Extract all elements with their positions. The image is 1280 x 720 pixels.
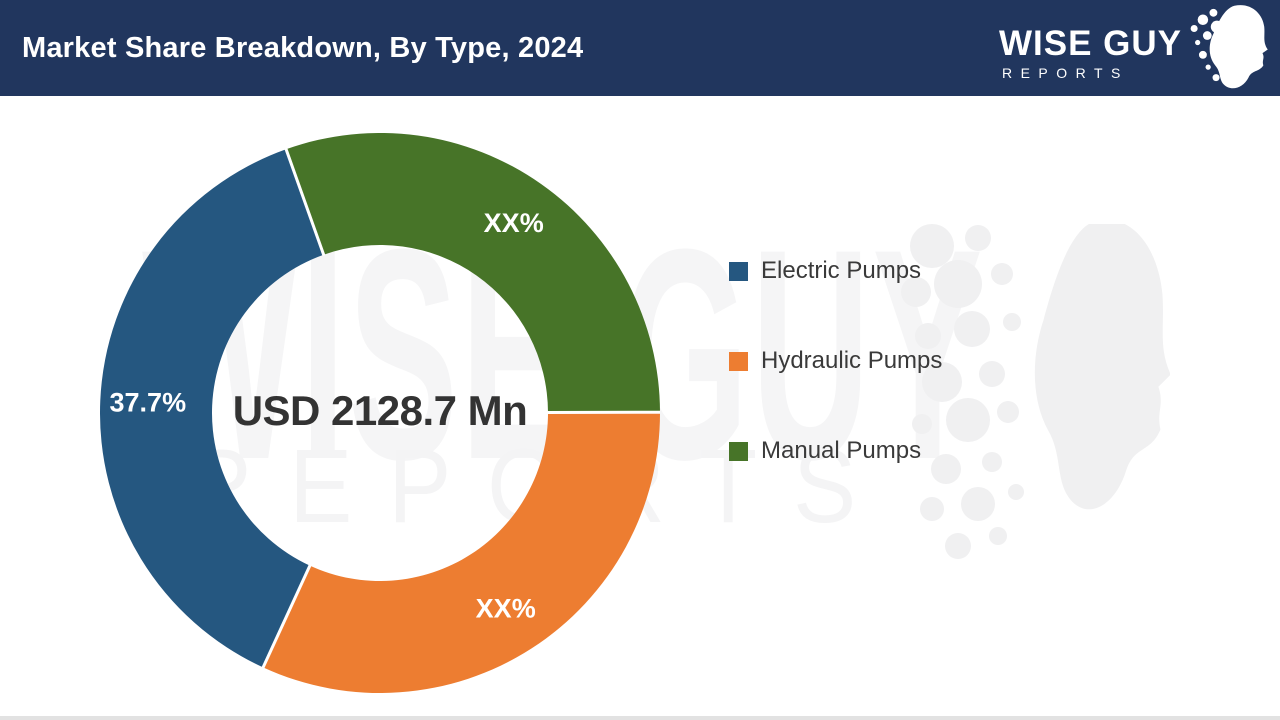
legend-item-manual-pumps[interactable]: Manual Pumps xyxy=(729,437,942,465)
legend-swatch-electric xyxy=(729,261,748,281)
legend-swatch-hydraulic xyxy=(729,351,748,371)
footer-strip xyxy=(0,716,1280,720)
header-bar: Market Share Breakdown, By Type, 2024 WI… xyxy=(0,0,1280,96)
watermark-face-icon xyxy=(901,224,1170,559)
legend-label: Hydraulic Pumps xyxy=(761,347,943,374)
chart-center-value: USD 2128.7 Mn xyxy=(232,387,528,434)
wiseguy-logo: WISE GUY REPORTS xyxy=(999,4,1270,96)
legend-label: Manual Pumps xyxy=(761,437,922,464)
donut-chart: 37.7% XX% XX% xyxy=(100,133,660,693)
segment-value-label: XX% xyxy=(476,594,536,624)
segment-separator xyxy=(261,564,312,669)
page-title: Market Share Breakdown, By Type, 2024 xyxy=(22,32,584,64)
donut-segment-electric-pumps[interactable] xyxy=(100,149,324,668)
chart-legend: Electric Pumps Hydraulic Pumps Manual Pu… xyxy=(729,257,942,527)
legend-label: Electric Pumps xyxy=(761,257,922,284)
logo-subtitle: REPORTS xyxy=(1001,64,1129,81)
legend-swatch-manual xyxy=(729,441,748,461)
wiseguy-face-icon xyxy=(1190,5,1268,89)
logo-wordmark: WISE GUY xyxy=(998,23,1182,63)
chart-area: WISE GUY REPORTS 37.7%XX%XX% USD 2128.7 … xyxy=(0,96,1280,716)
logo-text: WISE GUY REPORTS xyxy=(998,23,1182,82)
segment-separator xyxy=(284,147,326,257)
segment-value-label: 37.7% xyxy=(110,388,187,418)
donut-segment-hydraulic-pumps[interactable] xyxy=(263,412,660,693)
legend-item-electric-pumps[interactable]: Electric Pumps xyxy=(729,257,942,285)
legend-item-hydraulic-pumps[interactable]: Hydraulic Pumps xyxy=(729,347,942,375)
donut-segment-manual-pumps[interactable] xyxy=(286,133,660,413)
segment-value-label: XX% xyxy=(484,208,544,238)
